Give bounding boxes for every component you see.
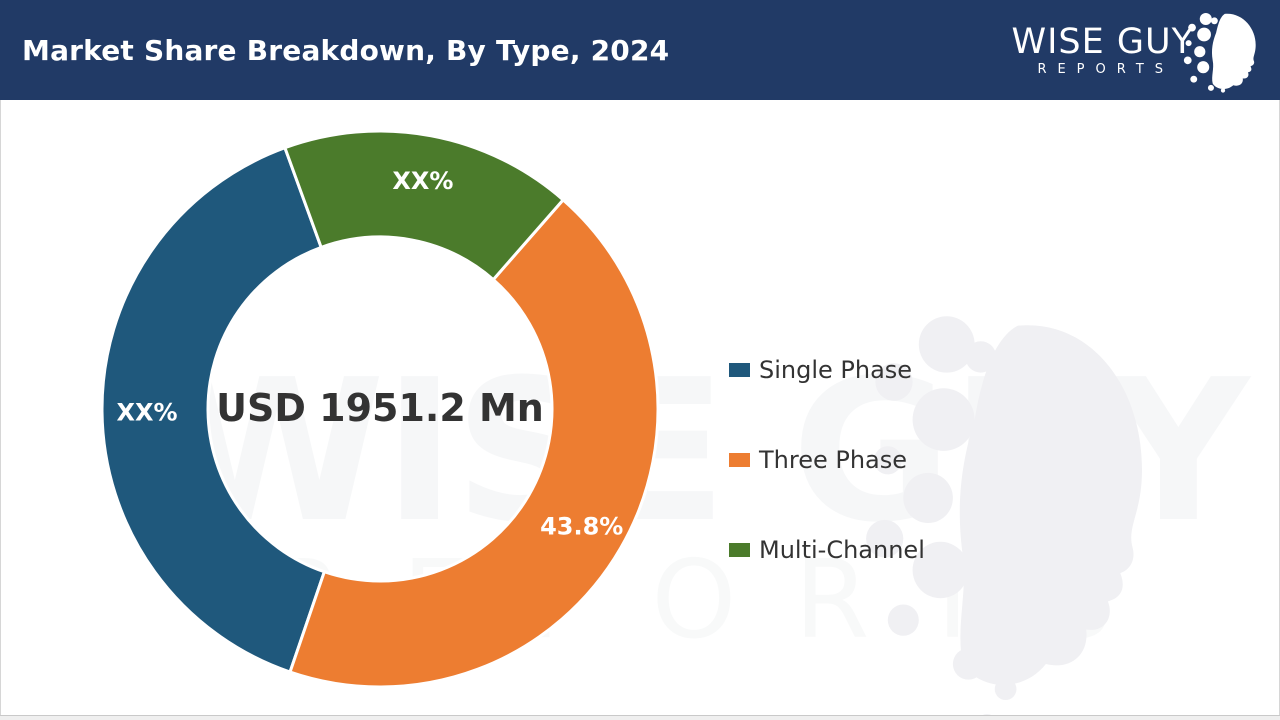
legend-swatch-three-phase bbox=[729, 453, 750, 467]
donut-slice-single-phase bbox=[100, 145, 327, 674]
slice-label-three-phase: 43.8% bbox=[540, 513, 623, 541]
chart-area: WISE GUY REPORTS bbox=[0, 100, 1280, 720]
legend-label-single-phase: Single Phase bbox=[759, 356, 913, 384]
legend-label-multi-channel: Multi-Channel bbox=[759, 536, 925, 564]
bottom-border bbox=[0, 715, 1280, 720]
donut-chart: XX% 43.8% XX% bbox=[100, 129, 660, 689]
legend-item-single-phase: Single Phase bbox=[729, 355, 925, 385]
donut-slice-multi-channel bbox=[282, 129, 566, 282]
legend-item-three-phase: Three Phase bbox=[729, 445, 925, 475]
slice-label-single-phase: XX% bbox=[116, 398, 177, 426]
legend-swatch-single-phase bbox=[729, 363, 750, 377]
logo-subtitle: REPORTS bbox=[1037, 61, 1175, 77]
page-title: Market Share Breakdown, By Type, 2024 bbox=[22, 33, 670, 67]
logo-text: WISE GUY REPORTS bbox=[1011, 24, 1194, 77]
donut-center-value: USD 1951.2 Mn bbox=[216, 386, 544, 430]
legend-item-multi-channel: Multi-Channel bbox=[729, 535, 925, 565]
slice-label-multi-channel: XX% bbox=[392, 167, 453, 195]
donut-slice-three-phase bbox=[288, 197, 660, 689]
watermark-face-icon bbox=[866, 316, 1142, 720]
chart-legend: Single Phase Three Phase Multi-Channel bbox=[729, 355, 925, 625]
legend-swatch-multi-channel bbox=[729, 543, 750, 557]
header-bar: Market Share Breakdown, By Type, 2024 WI… bbox=[0, 0, 1280, 100]
wise-guy-logo: WISE GUY REPORTS bbox=[1011, 7, 1266, 93]
logo-face-icon bbox=[1183, 13, 1256, 93]
legend-label-three-phase: Three Phase bbox=[759, 446, 908, 474]
logo-wordmark: WISE GUY bbox=[1011, 21, 1194, 62]
